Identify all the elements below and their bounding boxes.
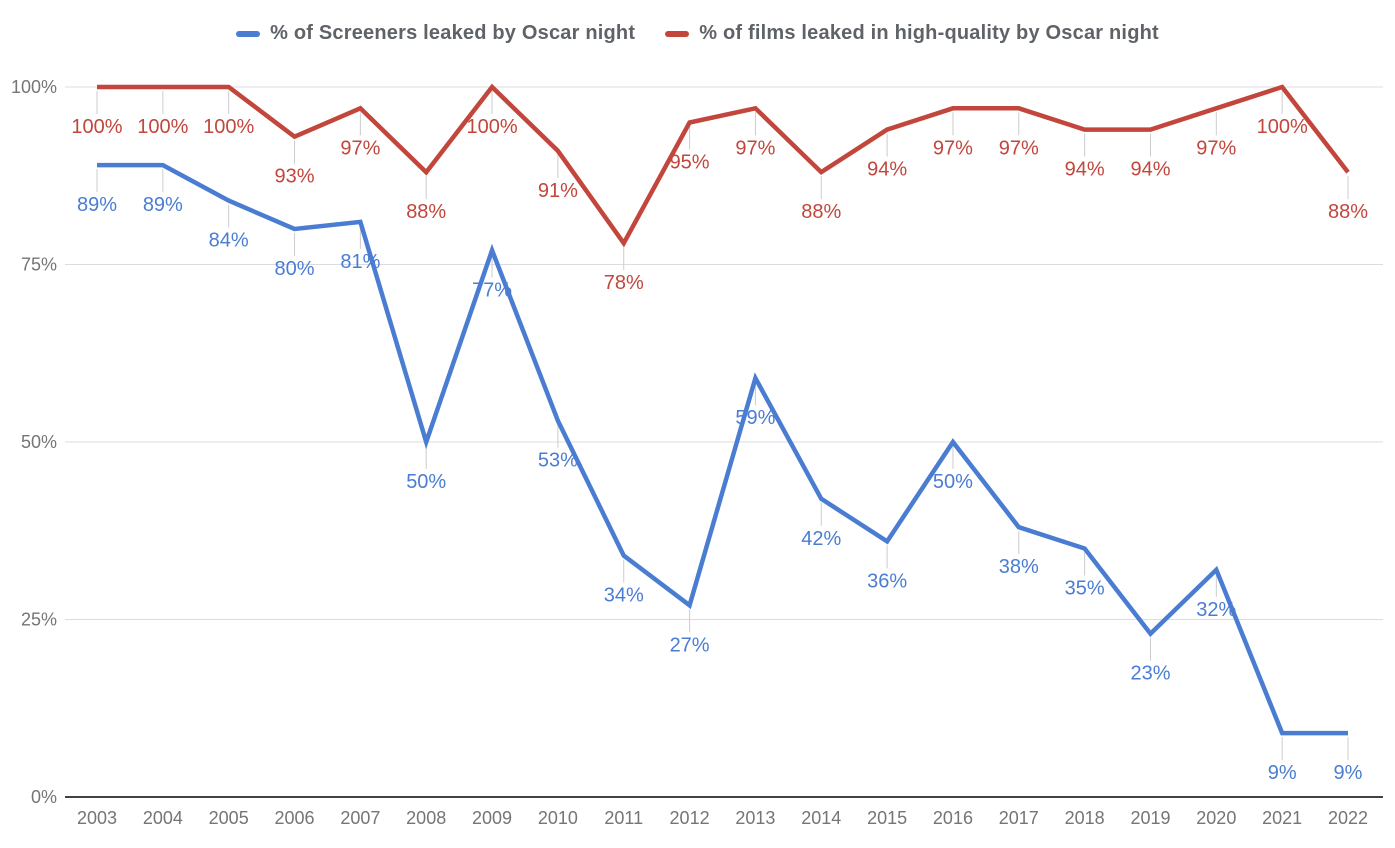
data-point-label: 100% (137, 116, 188, 138)
data-point-label: 95% (670, 152, 710, 174)
data-point-label: 97% (933, 137, 973, 159)
data-point-label: 23% (1130, 663, 1170, 685)
x-axis-tick-label: 2014 (801, 808, 841, 828)
data-point-label: 78% (604, 272, 644, 294)
legend-item-screeners: % of Screeners leaked by Oscar night (236, 22, 635, 45)
data-point-label: 9% (1268, 762, 1297, 784)
data-point-label: 100% (71, 116, 122, 138)
y-axis-tick-label: 25% (21, 610, 57, 630)
x-axis-tick-label: 2012 (670, 808, 710, 828)
data-point-label: 88% (1328, 201, 1368, 223)
data-point-label: 89% (143, 194, 183, 216)
data-point-label: 94% (867, 159, 907, 181)
data-point-label: 34% (604, 585, 644, 607)
x-axis-tick-label: 2008 (406, 808, 446, 828)
data-point-label: 93% (275, 166, 315, 188)
data-point-label: 100% (203, 116, 254, 138)
data-point-label: 35% (1065, 578, 1105, 600)
x-axis-tick-label: 2003 (77, 808, 117, 828)
data-point-label: 38% (999, 556, 1039, 578)
data-point-label: 80% (275, 258, 315, 280)
data-point-label: 94% (1130, 159, 1170, 181)
x-axis-tick-label: 2017 (999, 808, 1039, 828)
data-point-label: 84% (209, 230, 249, 252)
data-point-label: 88% (406, 201, 446, 223)
data-point-label: 59% (735, 407, 775, 429)
data-point-label: 97% (1196, 137, 1236, 159)
x-axis-tick-label: 2005 (209, 808, 249, 828)
data-point-label: 27% (670, 634, 710, 656)
series-line-screeners (97, 162, 1348, 736)
data-point-label: 77% (472, 279, 512, 301)
legend-marker-screeners-icon (236, 30, 261, 37)
data-point-label: 97% (735, 137, 775, 159)
y-axis-tick-label: 0% (31, 787, 57, 807)
legend-label-screeners: % of Screeners leaked by Oscar night (270, 22, 636, 44)
data-point-label: 81% (340, 251, 380, 273)
data-point-label: 100% (1257, 116, 1308, 138)
data-point-label: 42% (801, 528, 841, 550)
data-point-label: 9% (1334, 762, 1363, 784)
data-point-label: 97% (340, 137, 380, 159)
data-point-label: 91% (538, 180, 578, 202)
legend: % of Screeners leaked by Oscar night % o… (0, 22, 1395, 45)
x-axis-tick-label: 2015 (867, 808, 907, 828)
x-axis-tick-label: 2018 (1065, 808, 1105, 828)
x-axis-tick-label: 2013 (735, 808, 775, 828)
x-axis-tick-label: 2016 (933, 808, 973, 828)
x-axis-tick-label: 2021 (1262, 808, 1302, 828)
data-point-label: 100% (466, 116, 517, 138)
data-point-label: 36% (867, 570, 907, 592)
legend-marker-high-quality-icon (665, 30, 690, 37)
x-axis-tick-label: 2020 (1196, 808, 1236, 828)
series-line-high-quality (97, 83, 1350, 248)
data-point-label: 88% (801, 201, 841, 223)
y-axis-tick-label: 75% (21, 255, 57, 275)
x-axis-tick-label: 2007 (340, 808, 380, 828)
x-axis-tick-label: 2011 (604, 808, 643, 828)
data-point-label: 50% (406, 471, 446, 493)
data-point-label: 94% (1065, 159, 1105, 181)
x-axis-tick-label: 2009 (472, 808, 512, 828)
x-axis-tick-label: 2006 (275, 808, 315, 828)
x-axis-tick-label: 2010 (538, 808, 578, 828)
y-axis-tick-label: 100% (11, 77, 57, 97)
data-point-label: 50% (933, 471, 973, 493)
legend-item-high-quality: % of films leaked in high-quality by Osc… (665, 22, 1159, 45)
y-axis-tick-label: 50% (21, 432, 57, 452)
data-point-label: 97% (999, 137, 1039, 159)
x-axis-tick-label: 2022 (1328, 808, 1368, 828)
legend-label-high-quality: % of films leaked in high-quality by Osc… (699, 22, 1159, 44)
data-point-label: 53% (538, 450, 578, 472)
data-point-label: 89% (77, 194, 117, 216)
data-point-label: 32% (1196, 599, 1236, 621)
x-axis-tick-label: 2004 (143, 808, 183, 828)
x-axis-tick-label: 2019 (1130, 808, 1170, 828)
